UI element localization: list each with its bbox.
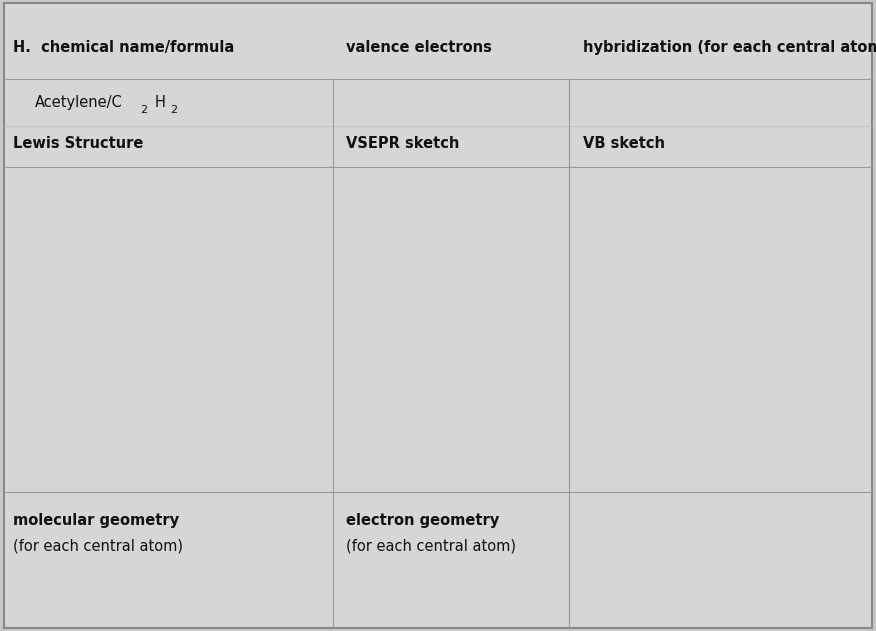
Text: (for each central atom): (for each central atom): [13, 538, 183, 553]
Text: Acetylene/C: Acetylene/C: [35, 95, 123, 110]
Text: H: H: [154, 95, 165, 110]
Text: (for each central atom): (for each central atom): [346, 538, 516, 553]
Text: valence electrons: valence electrons: [346, 40, 492, 55]
Text: electron geometry: electron geometry: [346, 513, 499, 528]
Text: VSEPR sketch: VSEPR sketch: [346, 136, 459, 151]
Text: 2: 2: [140, 105, 147, 115]
FancyBboxPatch shape: [4, 3, 872, 628]
Text: 2: 2: [170, 105, 177, 115]
Text: molecular geometry: molecular geometry: [13, 513, 180, 528]
Text: Lewis Structure: Lewis Structure: [13, 136, 144, 151]
Text: hybridization (for each central atom): hybridization (for each central atom): [583, 40, 876, 55]
Text: H.  chemical name/formula: H. chemical name/formula: [13, 40, 235, 55]
Text: VB sketch: VB sketch: [583, 136, 665, 151]
